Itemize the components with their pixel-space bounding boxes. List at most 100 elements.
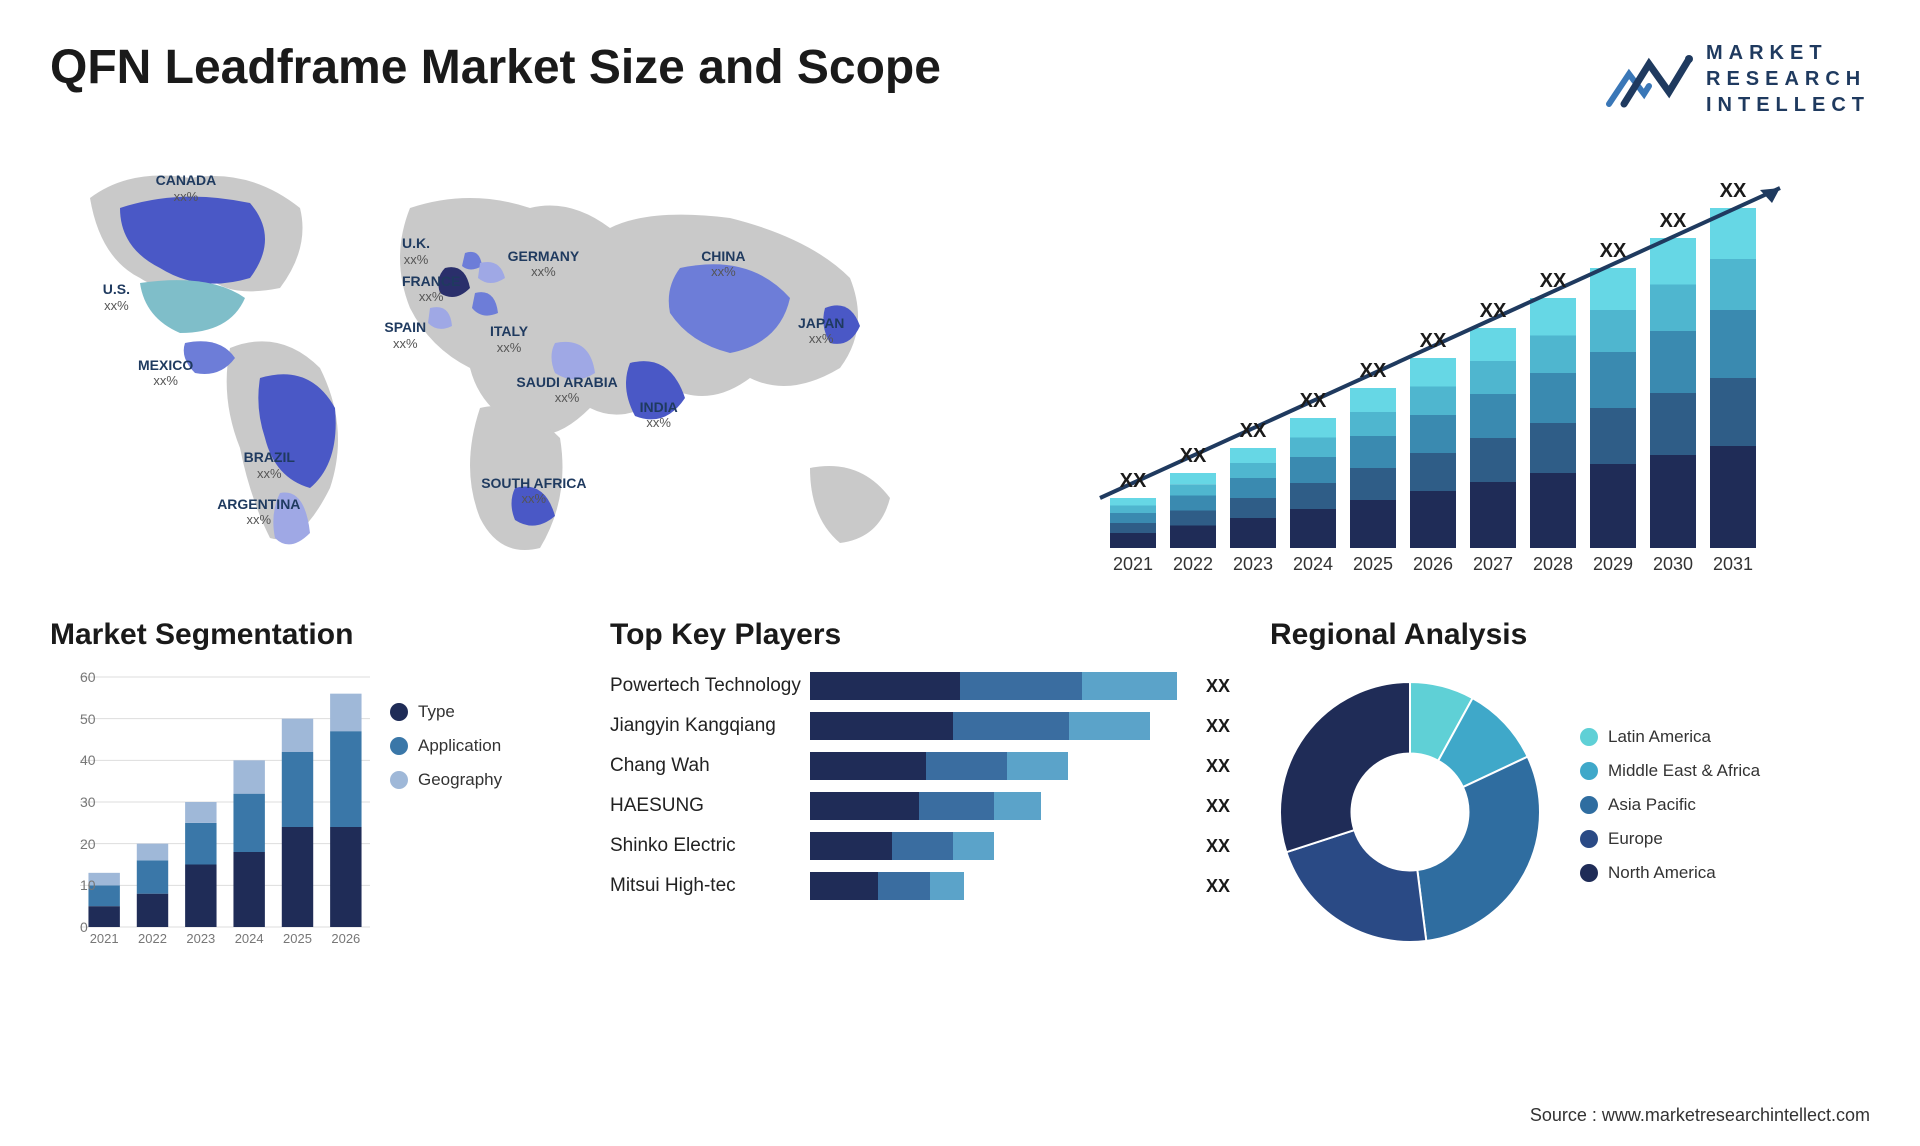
player-bar-segment	[960, 672, 1082, 700]
regional-legend-item: Middle East & Africa	[1580, 761, 1760, 781]
map-label-germany: GERMANYxx%	[508, 249, 580, 280]
player-bar-segment	[810, 712, 953, 740]
growth-xtick: 2026	[1413, 548, 1453, 575]
growth-bar-label: XX	[1360, 360, 1387, 383]
growth-xtick: 2027	[1473, 548, 1513, 575]
growth-chart: XX2021XX2022XX2023XX2024XX2025XX2026XX20…	[990, 148, 1870, 568]
player-bar	[810, 672, 1191, 700]
growth-bars	[990, 148, 1870, 568]
player-bar-segment	[953, 832, 994, 860]
growth-bar-label: XX	[1420, 330, 1447, 353]
player-value: XX	[1206, 876, 1230, 897]
seg-xtick: 2022	[138, 927, 167, 946]
player-bar-segment	[926, 752, 1008, 780]
player-bar-segment	[930, 872, 964, 900]
player-bar	[810, 752, 1191, 780]
player-name: HAESUNG	[610, 795, 810, 817]
segmentation-title: Market Segmentation	[50, 618, 570, 652]
growth-xtick: 2029	[1593, 548, 1633, 575]
seg-ytick: 20	[80, 836, 86, 852]
players-list: Powertech Technology XX Jiangyin Kangqiang…	[610, 672, 1230, 900]
player-bar-segment	[953, 712, 1069, 740]
brand-logo: MARKET RESEARCH INTELLECT	[1604, 40, 1870, 118]
segmentation-chart: 0102030405060202120222023202420252026	[50, 672, 370, 952]
player-name: Powertech Technology	[610, 675, 810, 697]
map-label-uk: U.K.xx%	[402, 236, 430, 267]
player-value: XX	[1206, 756, 1230, 777]
seg-xtick: 2023	[186, 927, 215, 946]
growth-bar-label: XX	[1300, 390, 1327, 413]
map-label-japan: JAPANxx%	[798, 316, 844, 347]
seg-xtick: 2024	[235, 927, 264, 946]
player-bar-segment	[1082, 672, 1177, 700]
seg-xtick: 2025	[283, 927, 312, 946]
seg-ytick: 0	[80, 919, 86, 935]
legend-swatch	[390, 771, 408, 789]
player-bar	[810, 792, 1191, 820]
player-bar-segment	[994, 792, 1042, 820]
player-row: HAESUNGXX	[610, 792, 1230, 820]
legend-label: Application	[418, 736, 501, 756]
legend-label: North America	[1608, 863, 1716, 883]
player-bar-segment	[1069, 712, 1151, 740]
growth-xtick: 2030	[1653, 548, 1693, 575]
page-title: QFN Leadframe Market Size and Scope	[50, 40, 941, 95]
map-label-india: INDIAxx%	[640, 400, 678, 431]
logo-line2: RESEARCH	[1706, 66, 1870, 92]
logo-icon	[1604, 44, 1694, 114]
regional-legend: Latin AmericaMiddle East & AfricaAsia Pa…	[1580, 727, 1760, 897]
logo-line1: MARKET	[1706, 40, 1870, 66]
segmentation-panel: Market Segmentation 01020304050602021202…	[50, 618, 570, 952]
player-bar-segment	[810, 752, 926, 780]
seg-legend-item: Type	[390, 702, 502, 722]
regional-legend-item: North America	[1580, 863, 1760, 883]
growth-bar-label: XX	[1540, 270, 1567, 293]
player-bar-segment	[919, 792, 994, 820]
player-bar-segment	[878, 872, 930, 900]
map-label-argentina: ARGENTINAxx%	[217, 497, 300, 528]
legend-label: Geography	[418, 770, 502, 790]
seg-legend-item: Application	[390, 736, 502, 756]
player-bar-segment	[810, 672, 960, 700]
player-value: XX	[1206, 676, 1230, 697]
seg-ytick: 60	[80, 669, 86, 685]
growth-bar-label: XX	[1240, 420, 1267, 443]
growth-bar-label: XX	[1660, 210, 1687, 233]
logo-line3: INTELLECT	[1706, 92, 1870, 118]
map-label-saudiarabia: SAUDI ARABIAxx%	[516, 375, 617, 406]
growth-xtick: 2031	[1713, 548, 1753, 575]
regional-legend-item: Europe	[1580, 829, 1760, 849]
player-row: Mitsui High-tec XX	[610, 872, 1230, 900]
seg-legend-item: Geography	[390, 770, 502, 790]
seg-xtick: 2026	[331, 927, 360, 946]
player-bar	[810, 832, 1191, 860]
legend-label: Middle East & Africa	[1608, 761, 1760, 781]
players-title: Top Key Players	[610, 618, 1230, 652]
growth-xtick: 2028	[1533, 548, 1573, 575]
player-row: Powertech Technology XX	[610, 672, 1230, 700]
legend-swatch	[1580, 796, 1598, 814]
players-panel: Top Key Players Powertech Technology XX Ji…	[610, 618, 1230, 952]
map-label-france: FRANCExx%	[402, 274, 460, 305]
growth-xtick: 2025	[1353, 548, 1393, 575]
player-bar	[810, 712, 1191, 740]
player-bar-segment	[892, 832, 953, 860]
legend-swatch	[1580, 864, 1598, 882]
regional-title: Regional Analysis	[1270, 618, 1870, 652]
seg-ytick: 10	[80, 877, 86, 893]
legend-label: Europe	[1608, 829, 1663, 849]
player-name: Mitsui High-tec	[610, 875, 810, 897]
legend-label: Latin America	[1608, 727, 1711, 747]
player-row: Chang WahXX	[610, 752, 1230, 780]
map-label-spain: SPAINxx%	[384, 320, 426, 351]
seg-xtick: 2021	[90, 927, 119, 946]
player-name: Jiangyin Kangqiang	[610, 715, 810, 737]
legend-swatch	[1580, 728, 1598, 746]
growth-bar-label: XX	[1180, 445, 1207, 468]
player-bar-segment	[1007, 752, 1068, 780]
player-bar-segment	[810, 872, 878, 900]
player-value: XX	[1206, 836, 1230, 857]
map-label-italy: ITALYxx%	[490, 324, 528, 355]
legend-label: Type	[418, 702, 455, 722]
player-row: Jiangyin KangqiangXX	[610, 712, 1230, 740]
